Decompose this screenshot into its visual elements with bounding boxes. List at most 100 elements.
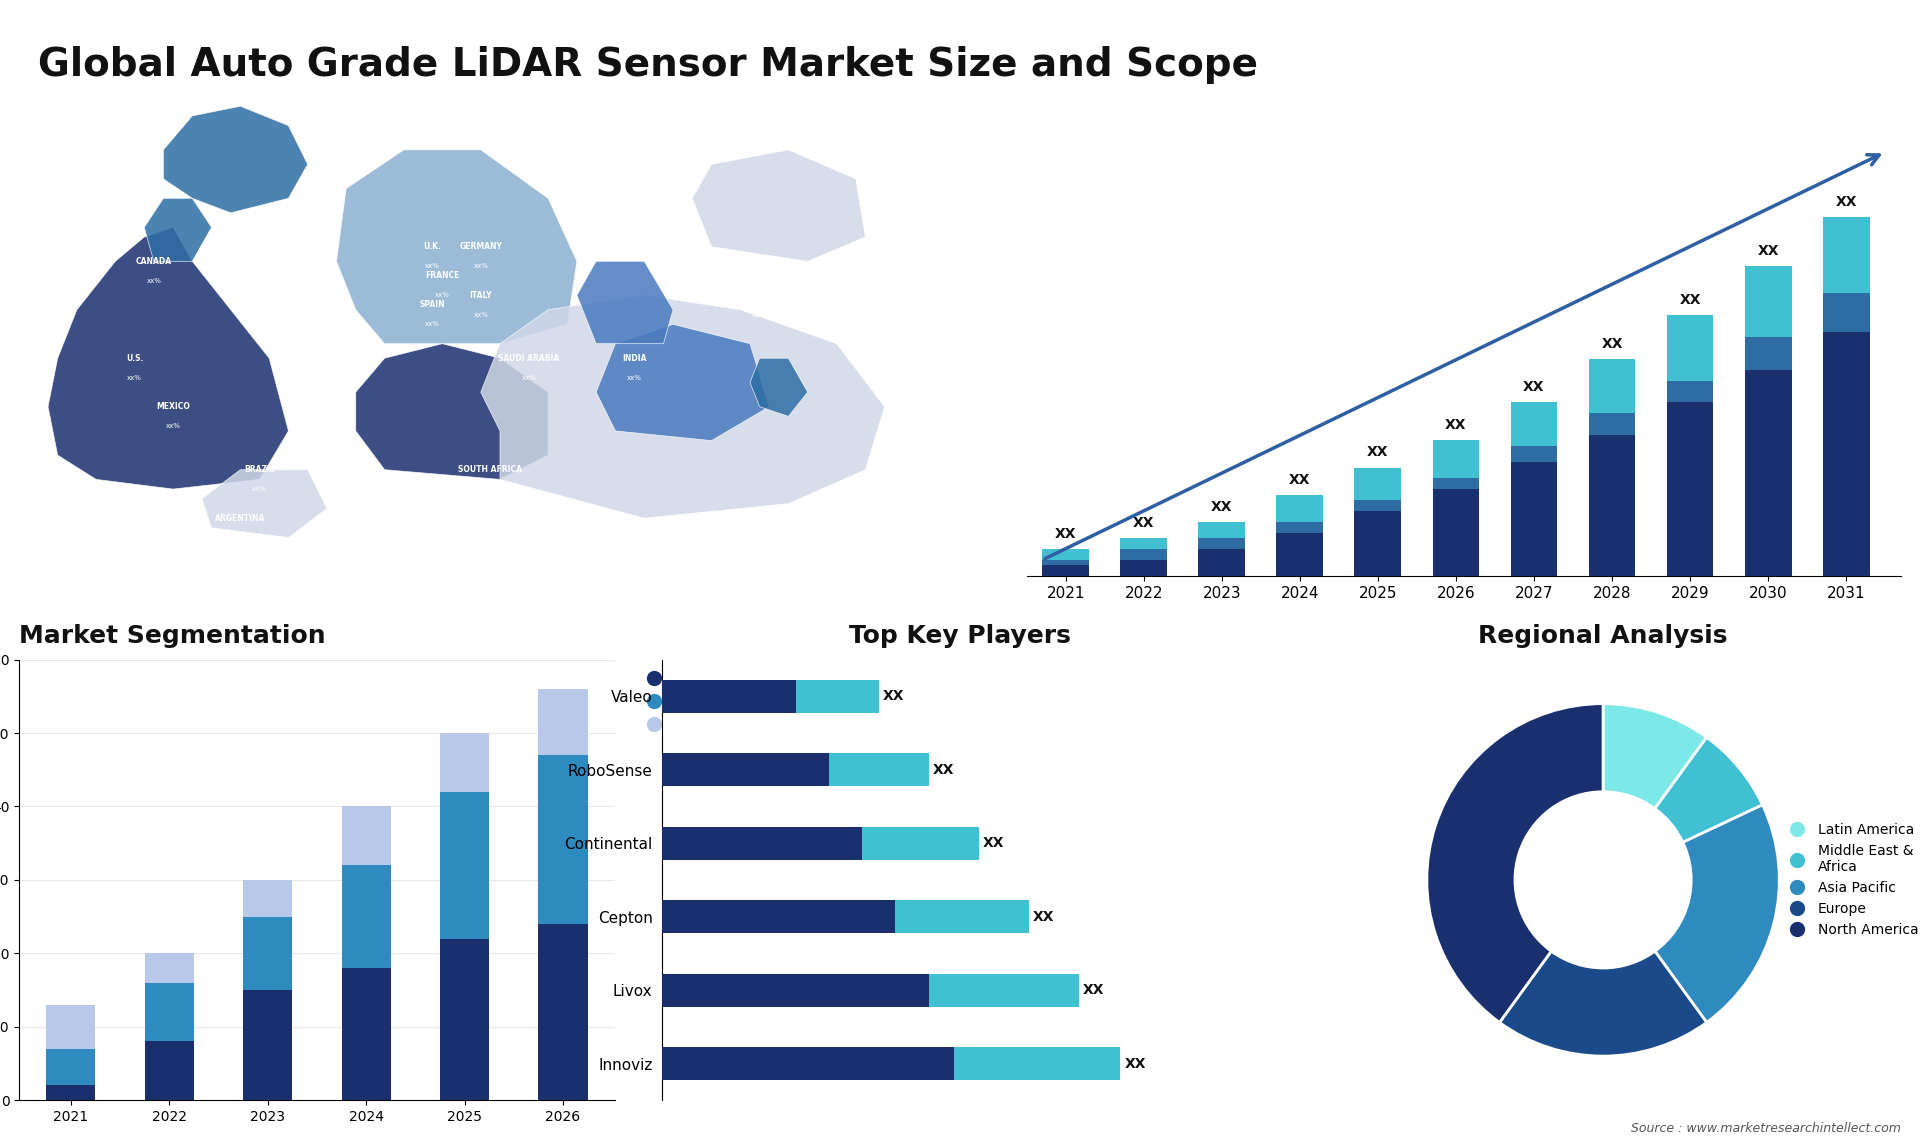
- Bar: [1354, 511, 1402, 576]
- Text: SPAIN: SPAIN: [420, 300, 445, 309]
- Bar: [1198, 521, 1246, 539]
- Bar: [1822, 218, 1870, 293]
- Text: xx%: xx%: [474, 264, 488, 269]
- Polygon shape: [202, 470, 326, 537]
- Bar: [1822, 331, 1870, 576]
- Text: XX: XX: [1446, 418, 1467, 432]
- Bar: [662, 753, 829, 786]
- Bar: [1432, 478, 1478, 489]
- Text: JAPAN: JAPAN: [747, 291, 772, 300]
- Text: CANADA: CANADA: [136, 257, 173, 266]
- Text: FRANCE: FRANCE: [424, 272, 459, 281]
- Polygon shape: [595, 324, 770, 440]
- Text: xx%: xx%: [434, 292, 449, 298]
- Text: XX: XX: [1680, 293, 1701, 307]
- Bar: [862, 826, 979, 860]
- Bar: [440, 792, 490, 939]
- Text: SAUDI ARABIA: SAUDI ARABIA: [497, 354, 559, 363]
- Text: xx%: xx%: [474, 312, 488, 317]
- Bar: [342, 807, 392, 865]
- Bar: [144, 1042, 194, 1100]
- Bar: [1667, 402, 1713, 576]
- Text: xx%: xx%: [127, 375, 142, 380]
- Text: SOUTH AFRICA: SOUTH AFRICA: [459, 465, 522, 474]
- Text: XX: XX: [1288, 472, 1311, 487]
- Text: U.S.: U.S.: [127, 354, 144, 363]
- Title: Top Key Players: Top Key Players: [849, 623, 1071, 647]
- Bar: [1043, 565, 1089, 576]
- Text: xx%: xx%: [232, 534, 248, 541]
- Polygon shape: [576, 261, 674, 344]
- Text: CHINA: CHINA: [659, 272, 687, 281]
- Bar: [662, 680, 795, 713]
- Bar: [1198, 539, 1246, 549]
- Text: MEXICO: MEXICO: [156, 402, 190, 411]
- Bar: [244, 917, 292, 990]
- Polygon shape: [480, 296, 885, 518]
- Bar: [1043, 560, 1089, 565]
- Bar: [1432, 440, 1478, 478]
- Wedge shape: [1427, 704, 1603, 1022]
- Polygon shape: [355, 344, 547, 479]
- Wedge shape: [1500, 951, 1707, 1057]
- Bar: [46, 1005, 96, 1049]
- Text: xx%: xx%: [146, 277, 161, 284]
- Bar: [1277, 495, 1323, 521]
- Bar: [144, 953, 194, 982]
- Text: XX: XX: [1033, 910, 1054, 924]
- Polygon shape: [48, 227, 288, 489]
- Bar: [1354, 500, 1402, 511]
- Bar: [662, 1047, 954, 1081]
- Polygon shape: [693, 150, 866, 261]
- Text: xx%: xx%: [522, 375, 536, 380]
- Text: Source : www.marketresearchintellect.com: Source : www.marketresearchintellect.com: [1630, 1122, 1901, 1135]
- Bar: [1119, 539, 1167, 549]
- Bar: [1745, 370, 1791, 576]
- Bar: [1198, 549, 1246, 576]
- Bar: [46, 1085, 96, 1100]
- Text: ITALY: ITALY: [468, 291, 492, 300]
- Text: XX: XX: [1083, 983, 1104, 997]
- Text: XX: XX: [1523, 380, 1546, 394]
- Bar: [1119, 560, 1167, 576]
- Bar: [1588, 434, 1636, 576]
- Legend: Latin America, Middle East &
Africa, Asia Pacific, Europe, North America: Latin America, Middle East & Africa, Asi…: [1778, 817, 1920, 942]
- Bar: [244, 990, 292, 1100]
- Bar: [1354, 468, 1402, 500]
- Bar: [1588, 414, 1636, 434]
- Bar: [538, 924, 588, 1100]
- Bar: [1277, 521, 1323, 533]
- Text: Market Segmentation: Market Segmentation: [19, 623, 326, 647]
- Bar: [1432, 489, 1478, 576]
- Text: XX: XX: [1836, 195, 1857, 210]
- Bar: [1667, 380, 1713, 402]
- Bar: [1511, 402, 1557, 446]
- Text: XX: XX: [1125, 1057, 1146, 1070]
- Bar: [1667, 315, 1713, 380]
- Polygon shape: [163, 107, 307, 213]
- Bar: [538, 755, 588, 924]
- Legend: Type, Application, Geography: Type, Application, Geography: [634, 667, 768, 737]
- Bar: [1745, 266, 1791, 337]
- Text: ARGENTINA: ARGENTINA: [215, 513, 265, 523]
- Bar: [144, 982, 194, 1042]
- Bar: [342, 865, 392, 968]
- Polygon shape: [751, 359, 808, 416]
- Text: XX: XX: [933, 762, 954, 777]
- Text: xx%: xx%: [424, 321, 440, 328]
- Text: GERMANY: GERMANY: [459, 242, 503, 251]
- Text: XX: XX: [1212, 500, 1233, 513]
- Text: xx%: xx%: [165, 423, 180, 429]
- Circle shape: [1515, 792, 1692, 968]
- Text: XX: XX: [1133, 516, 1154, 531]
- Bar: [1511, 462, 1557, 576]
- Bar: [1511, 446, 1557, 462]
- Text: xx%: xx%: [753, 312, 766, 317]
- Bar: [440, 733, 490, 792]
- Text: BRAZIL: BRAZIL: [244, 465, 275, 474]
- Bar: [895, 900, 1029, 933]
- Text: xx%: xx%: [666, 292, 680, 298]
- Bar: [538, 689, 588, 755]
- Polygon shape: [144, 198, 211, 261]
- Polygon shape: [336, 150, 576, 344]
